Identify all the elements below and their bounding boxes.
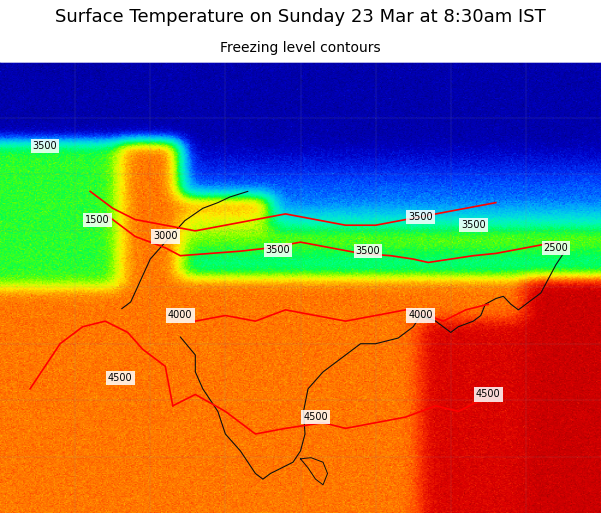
Text: 3500: 3500 — [356, 246, 380, 256]
Text: 3500: 3500 — [33, 141, 57, 151]
Text: 3500: 3500 — [461, 220, 486, 230]
Text: 2500: 2500 — [543, 243, 569, 253]
Text: Surface Temperature on Sunday 23 Mar at 8:30am IST: Surface Temperature on Sunday 23 Mar at … — [55, 8, 546, 26]
Text: 4500: 4500 — [304, 412, 328, 422]
Text: 4000: 4000 — [409, 310, 433, 321]
Text: 3500: 3500 — [409, 212, 433, 222]
Text: 4000: 4000 — [168, 310, 192, 321]
Text: 3000: 3000 — [153, 231, 177, 242]
Text: 4500: 4500 — [108, 372, 132, 383]
Text: 3500: 3500 — [266, 245, 290, 255]
Text: Freezing level contours: Freezing level contours — [220, 41, 381, 55]
Text: 1500: 1500 — [85, 214, 110, 225]
Text: 4500: 4500 — [476, 389, 501, 400]
